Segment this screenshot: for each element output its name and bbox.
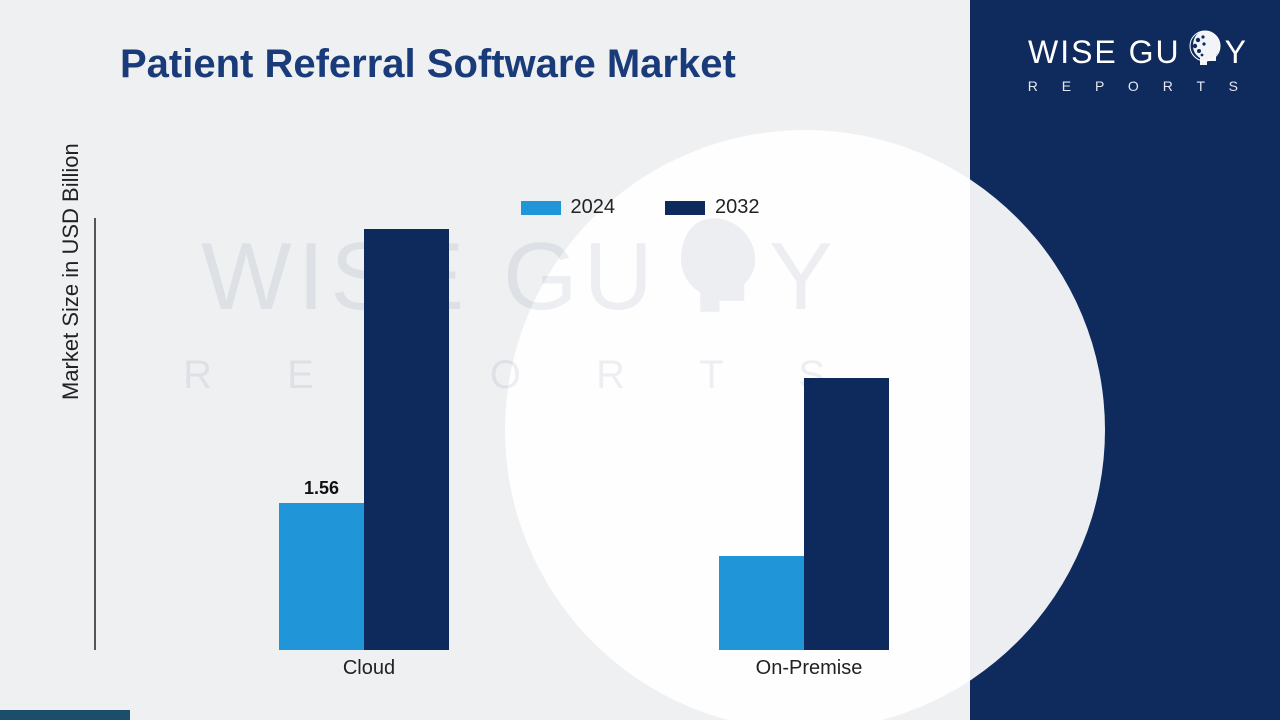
logo-text-wise: WISE: [1028, 34, 1118, 71]
legend-label-2032: 2032: [715, 196, 760, 219]
bar: [719, 556, 804, 650]
brand-logo: WISE GU Y R E P O R T S: [1028, 28, 1248, 94]
y-axis-label: Market Size in USD Billion: [58, 143, 84, 400]
logo-text-gu: GU: [1129, 34, 1181, 71]
legend-swatch-2032: [665, 201, 705, 215]
legend-item-2024: 2024: [521, 196, 616, 219]
bar-value-label: 1.56: [279, 478, 364, 499]
legend-label-2024: 2024: [571, 196, 616, 219]
chart-title: Patient Referral Software Market: [120, 42, 736, 87]
legend-swatch-2024: [521, 201, 561, 215]
bar: [364, 229, 449, 650]
stage: WISE GU Y R E P O R T S WISE GU: [0, 0, 1280, 720]
logo-line2: R E P O R T S: [1028, 78, 1248, 94]
legend: 2024 2032: [0, 196, 1280, 219]
bar: [804, 378, 889, 650]
legend-item-2032: 2032: [665, 196, 760, 219]
category-label: On-Premise: [719, 657, 899, 680]
logo-line1: WISE GU Y: [1028, 28, 1248, 76]
logo-text-y: Y: [1225, 34, 1248, 71]
bottom-strip: [0, 710, 130, 720]
head-icon: [1185, 28, 1225, 76]
bar: [279, 503, 364, 650]
chart-plot-area: 1.56CloudOn-Premise: [94, 218, 994, 650]
category-label: Cloud: [279, 657, 459, 680]
